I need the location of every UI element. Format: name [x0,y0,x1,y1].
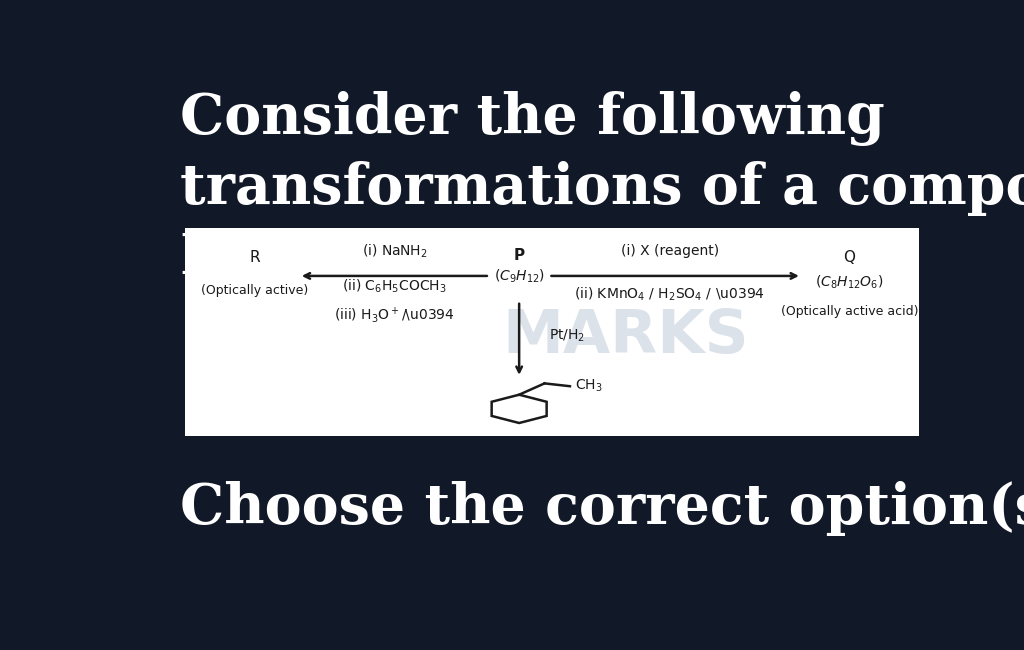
Text: Q: Q [844,250,855,265]
Text: $(C_8H_{12}O_6)$: $(C_8H_{12}O_6)$ [815,274,884,291]
Text: (ii) KMnO$_4$ / H$_2$SO$_4$ / \u0394: (ii) KMnO$_4$ / H$_2$SO$_4$ / \u0394 [574,286,765,304]
Text: (i) X (reagent): (i) X (reagent) [621,244,719,258]
Text: (i) NaNH$_2$: (i) NaNH$_2$ [361,242,427,260]
Text: (Optically active acid): (Optically active acid) [780,305,919,318]
Text: (iii) H$_3$O$^+$/\u0394: (iii) H$_3$O$^+$/\u0394 [334,306,455,325]
Text: transformations of a compound: transformations of a compound [179,161,1024,216]
Text: (Optically active): (Optically active) [202,284,308,297]
Text: Consider the following: Consider the following [179,90,885,146]
Text: CH$_3$: CH$_3$ [574,378,602,395]
Bar [185,228,920,436]
Text: P.: P. [179,231,231,285]
Text: MARKS: MARKS [503,307,749,366]
Text: $(C_9H_{12})$: $(C_9H_{12})$ [494,267,545,285]
Text: (ii) C$_6$H$_5$COCH$_3$: (ii) C$_6$H$_5$COCH$_3$ [342,278,446,295]
Text: P: P [514,248,524,263]
Text: Pt/H$_2$: Pt/H$_2$ [549,328,585,344]
Text: R: R [250,250,260,265]
Text: Choose the correct option(s).: Choose the correct option(s). [179,481,1024,536]
